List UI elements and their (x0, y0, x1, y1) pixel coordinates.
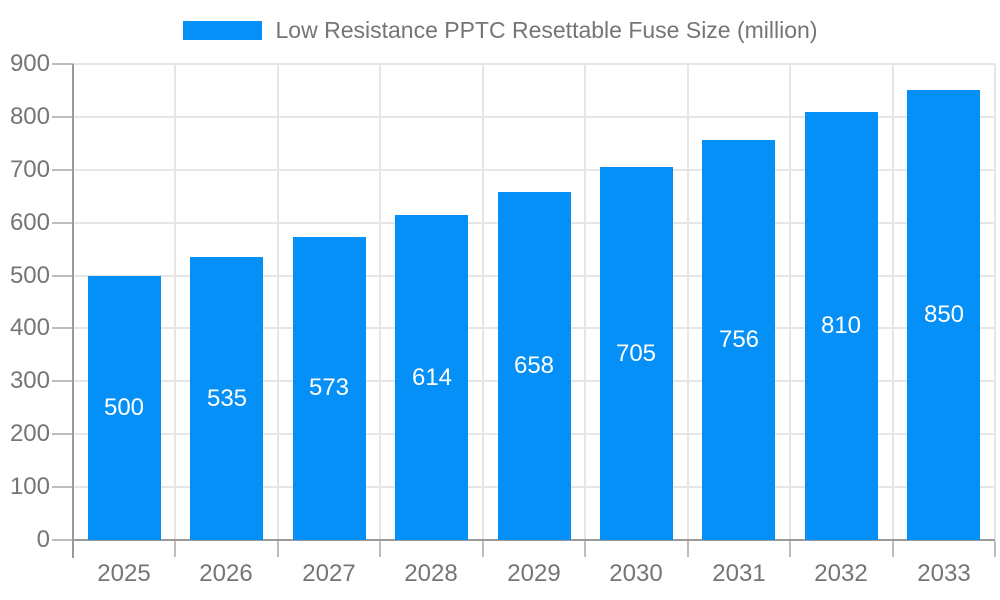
bar-value-label: 756 (718, 326, 760, 353)
y-axis-tick (52, 116, 73, 118)
x-axis-label: 2031 (712, 560, 766, 587)
bar-value-label: 500 (103, 394, 145, 421)
gridline-horizontal (73, 63, 995, 65)
x-axis-label: 2029 (507, 560, 561, 587)
bar-2030[interactable] (600, 167, 673, 540)
y-axis-label: 300 (9, 367, 50, 394)
y-axis-label: 400 (9, 314, 50, 341)
x-axis-label: 2025 (97, 560, 151, 587)
y-axis-tick (52, 327, 73, 329)
x-axis-label: 2030 (609, 560, 663, 587)
gridline-vertical (482, 64, 484, 540)
bar-2027[interactable] (293, 237, 366, 540)
y-axis-tick (52, 539, 73, 541)
gridline-horizontal (73, 169, 995, 171)
bar-2033[interactable] (907, 90, 980, 540)
legend-label: Low Resistance PPTC Resettable Fuse Size… (275, 17, 818, 43)
bar-2032[interactable] (805, 112, 878, 540)
gridline-vertical (379, 64, 381, 540)
x-axis-label: 2033 (917, 560, 971, 587)
bar-2029[interactable] (498, 192, 571, 540)
y-axis-label: 200 (9, 420, 50, 447)
chart-legend[interactable]: Low Resistance PPTC Resettable Fuse Size… (0, 17, 1000, 44)
bar-value-label: 573 (308, 374, 350, 401)
x-axis-tick (277, 541, 279, 557)
y-axis-label: 700 (9, 156, 50, 183)
x-axis-tick (789, 541, 791, 557)
x-axis-label: 2027 (302, 560, 356, 587)
bar-value-label: 658 (513, 352, 555, 379)
legend-swatch (182, 21, 262, 40)
gridline-vertical (277, 64, 279, 540)
x-axis-line (72, 539, 995, 541)
x-axis-tick (994, 541, 996, 557)
bar-2025[interactable] (88, 276, 161, 540)
gridline-horizontal (73, 116, 995, 118)
bar-value-label: 614 (411, 364, 453, 391)
x-axis-tick (379, 541, 381, 557)
y-axis-tick (52, 380, 73, 382)
y-axis-tick (52, 486, 73, 488)
y-axis-label: 100 (9, 473, 50, 500)
x-axis-tick (584, 541, 586, 557)
bar-2028[interactable] (395, 215, 468, 540)
x-axis-label: 2032 (814, 560, 868, 587)
x-axis-tick (482, 541, 484, 557)
y-axis-label: 800 (9, 103, 50, 130)
y-axis-tick (52, 63, 73, 65)
x-axis-tick (687, 541, 689, 557)
x-axis-tick (892, 541, 894, 557)
gridline-vertical (584, 64, 586, 540)
bar-value-label: 535 (206, 385, 248, 412)
gridline-vertical (892, 64, 894, 540)
y-axis-label: 900 (9, 50, 50, 77)
x-axis-label: 2026 (199, 560, 253, 587)
y-axis-line (72, 64, 74, 558)
bar-value-label: 810 (820, 312, 862, 339)
y-axis-label: 0 (36, 526, 50, 553)
y-axis-tick (52, 275, 73, 277)
y-axis-label: 600 (9, 209, 50, 236)
y-axis-label: 500 (9, 262, 50, 289)
y-axis-tick (52, 433, 73, 435)
x-axis-label: 2028 (404, 560, 458, 587)
y-axis-tick (52, 169, 73, 171)
gridline-vertical (994, 64, 996, 540)
gridline-vertical (174, 64, 176, 540)
bar-2026[interactable] (190, 257, 263, 540)
gridline-vertical (789, 64, 791, 540)
bar-value-label: 850 (923, 301, 965, 328)
x-axis-tick (174, 541, 176, 557)
bar-2031[interactable] (702, 140, 775, 540)
bar-value-label: 705 (615, 340, 657, 367)
y-axis-tick (52, 222, 73, 224)
gridline-vertical (687, 64, 689, 540)
